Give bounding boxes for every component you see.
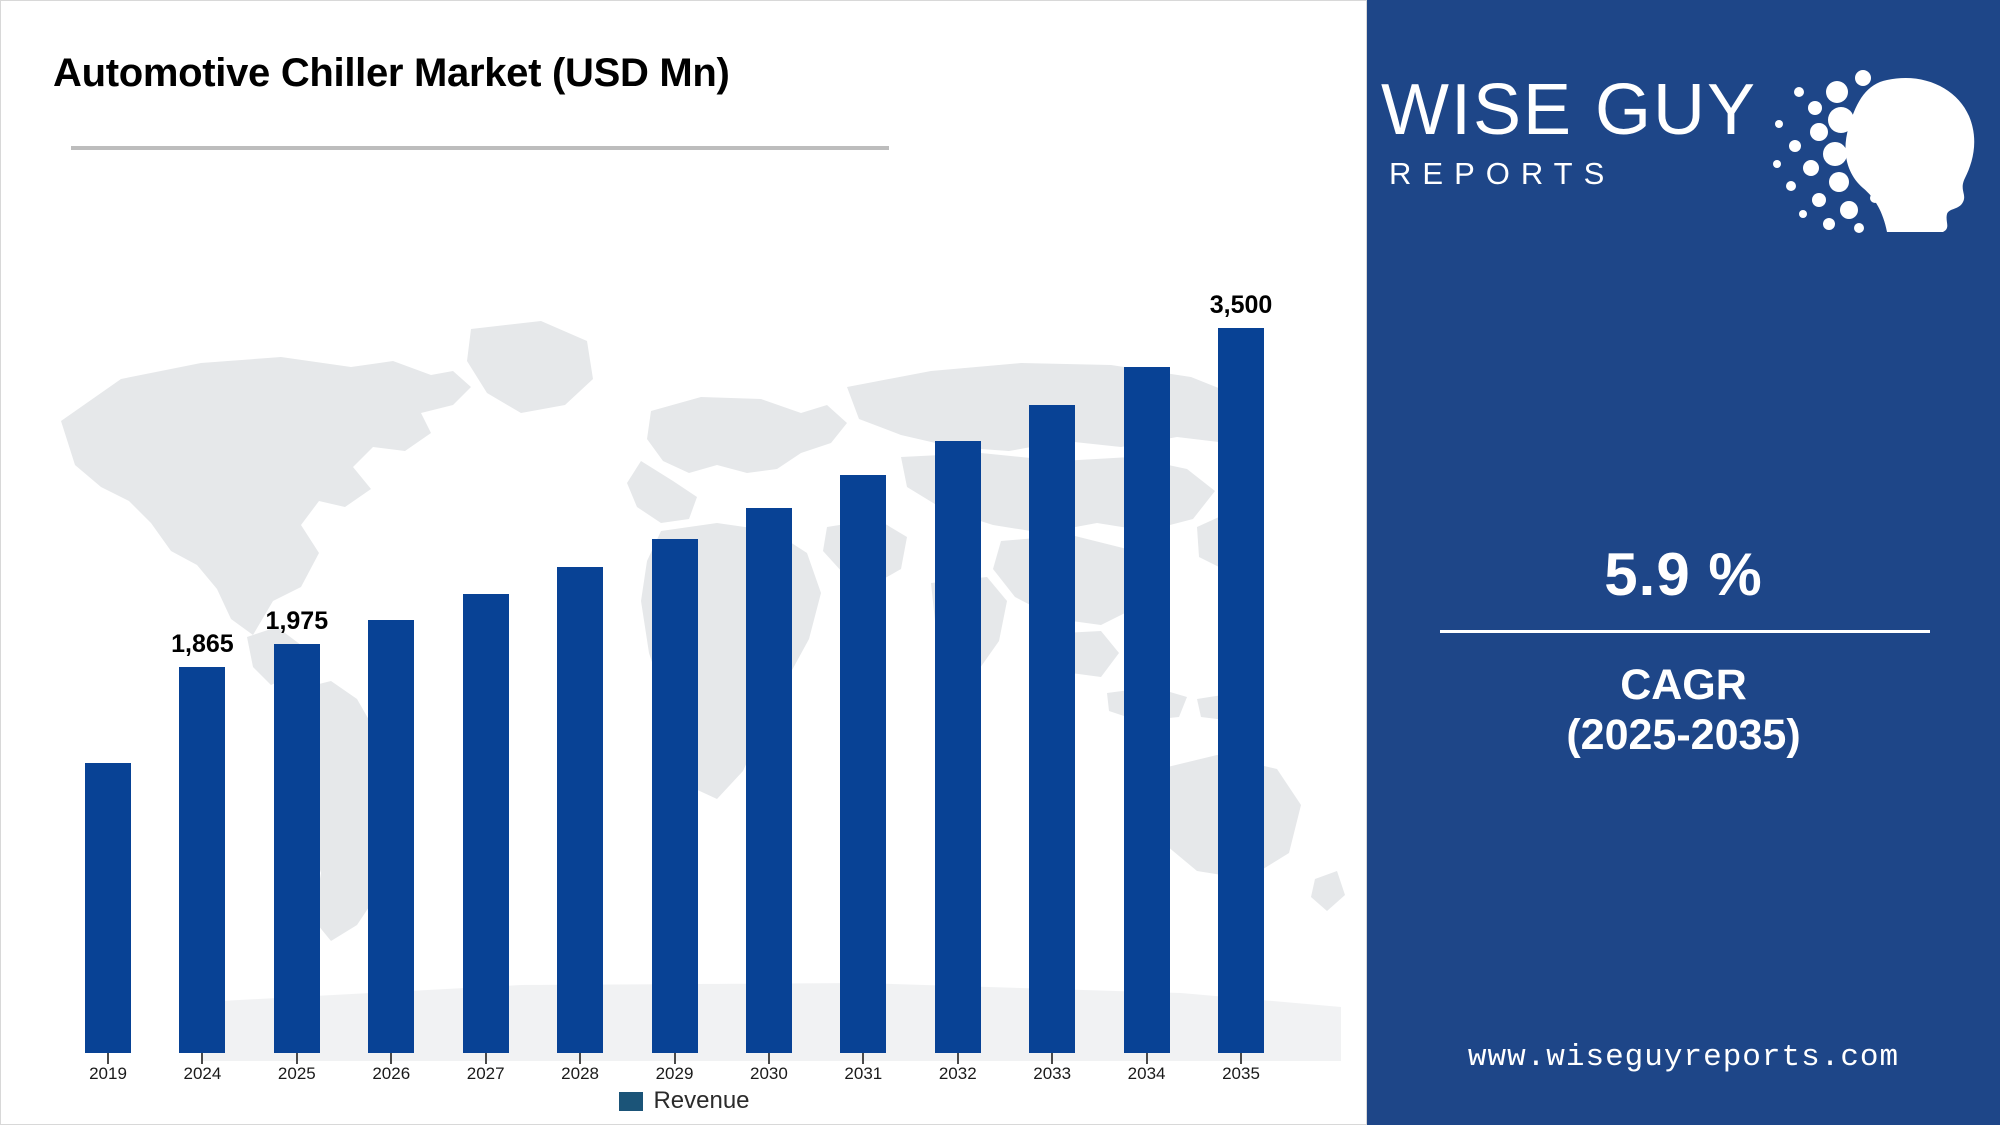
x-axis-label-2024: 2024 (183, 1064, 222, 1083)
x-tick-2026 (390, 1053, 393, 1064)
x-tick-2034 (1145, 1053, 1148, 1064)
cagr-caption: CAGR (2025-2035) (1367, 660, 2000, 761)
bar-plot: 2019 1,865 2024 1,975 2025 2026 2027 2028 2029 20… (1, 1, 1366, 1124)
x-axis-label-2032: 2032 (938, 1064, 977, 1083)
x-axis-label-2026: 2026 (372, 1064, 411, 1083)
x-axis-label-2031: 2031 (844, 1064, 883, 1083)
legend-label-revenue: Revenue (653, 1087, 750, 1114)
x-axis-label-2027: 2027 (466, 1064, 505, 1083)
x-axis-label-2035: 2035 (1222, 1064, 1260, 1083)
bar-2024 (179, 666, 226, 1053)
wiseguy-reports-logo: WISE GUY REPORTS (1367, 62, 2000, 237)
website-url: www.wiseguyreports.com (1467, 1040, 1900, 1075)
x-tick-2032 (956, 1053, 959, 1064)
x-tick-2029 (673, 1053, 676, 1064)
cagr-caption-line1: CAGR (1620, 661, 1747, 709)
cagr-caption-line2: (2025-2035) (1566, 711, 1801, 760)
x-axis-label-2034: 2034 (1127, 1064, 1166, 1083)
x-tick-2024 (201, 1053, 204, 1064)
bar-2030 (745, 508, 792, 1053)
x-tick-2035 (1240, 1053, 1242, 1064)
bar-2028 (557, 567, 604, 1053)
bar-2019 (85, 763, 131, 1053)
page-title: Automotive Chiller Market (USD Mn) (53, 51, 730, 95)
bar-2035 (1218, 328, 1264, 1053)
x-axis-label-2029: 2029 (655, 1064, 694, 1083)
bar-2025 (273, 643, 320, 1053)
x-axis-label-2030: 2030 (749, 1064, 788, 1083)
x-tick-2025 (295, 1053, 298, 1064)
bar-value-label-2035: 3,500 (1209, 291, 1273, 319)
x-tick-2028 (579, 1053, 582, 1064)
bar-value-label-2025: 1,975 (265, 606, 329, 635)
chart-panel: Automotive Chiller Market (USD Mn) (0, 0, 1367, 1125)
x-axis-label-2028: 2028 (561, 1064, 599, 1083)
x-axis-label-2033: 2033 (1033, 1064, 1072, 1083)
legend-swatch-revenue (619, 1091, 644, 1111)
bar-2027 (462, 594, 509, 1053)
x-tick-2027 (484, 1053, 487, 1064)
title-divider (71, 146, 889, 150)
bar-2026 (368, 620, 415, 1053)
svg-text:WISE GUY: WISE GUY (1381, 70, 1757, 150)
bar-2031 (840, 475, 887, 1053)
chart-legend: Revenue (1, 1087, 1366, 1115)
cagr-value: 5.9 % (1604, 541, 1763, 608)
bar-2029 (651, 539, 698, 1053)
x-axis-label-2019: 2019 (89, 1064, 127, 1083)
bar-2032 (934, 440, 981, 1053)
x-axis-label-2025: 2025 (277, 1064, 316, 1083)
brand-panel: WISE GUY REPORTS (1367, 0, 2000, 1125)
x-tick-2033 (1051, 1053, 1054, 1064)
bar-2034 (1123, 367, 1170, 1053)
x-tick-2019 (107, 1053, 109, 1064)
svg-text:REPORTS: REPORTS (1389, 156, 1615, 191)
x-tick-2030 (767, 1053, 770, 1064)
cagr-divider (1440, 630, 1930, 633)
bar-value-label-2024: 1,865 (171, 629, 234, 658)
bar-2033 (1029, 404, 1076, 1053)
x-tick-2031 (862, 1053, 865, 1064)
